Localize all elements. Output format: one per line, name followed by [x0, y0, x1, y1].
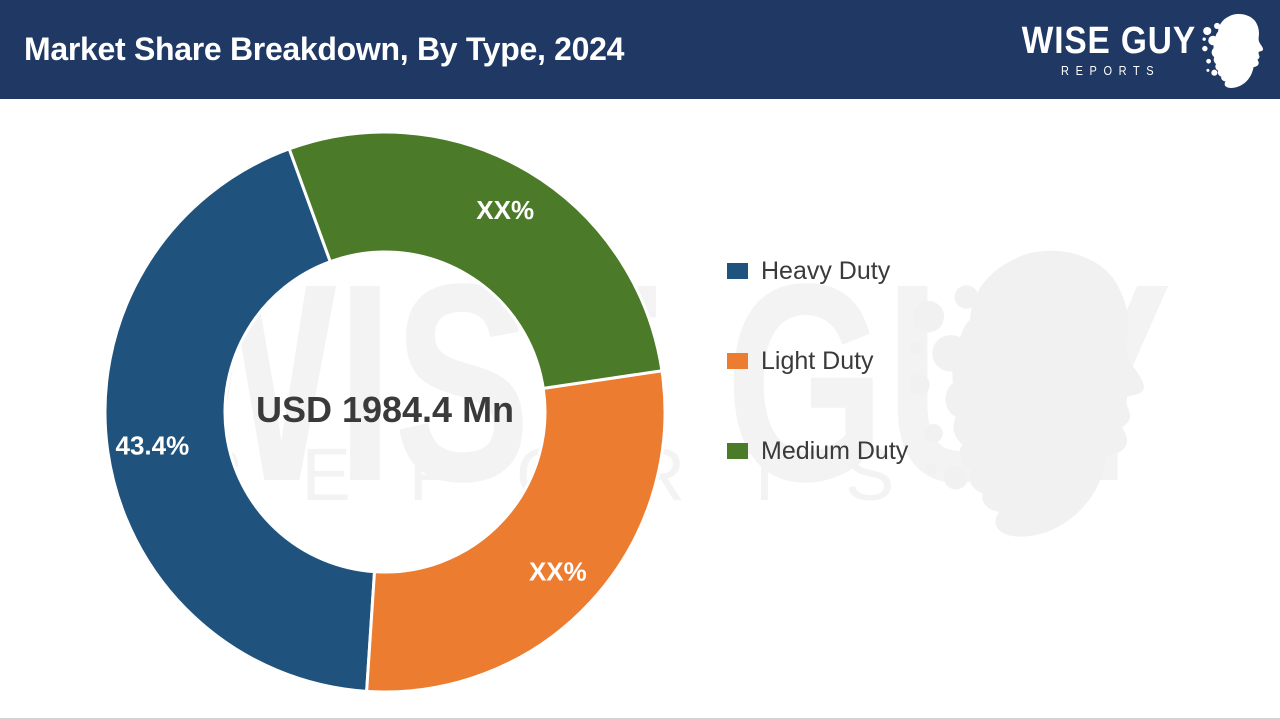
page-title: Market Share Breakdown, By Type, 2024 — [24, 31, 625, 67]
donut-chart: 43.4% XX% XX% — [103, 130, 667, 694]
legend-label-medium-duty: Medium Duty — [761, 436, 909, 465]
brand-logo: WISE GUY REPORTS — [998, 0, 1266, 99]
slice-medium-duty — [287, 130, 664, 390]
legend-item-heavy-duty: Heavy Duty — [727, 257, 908, 285]
brand-name: WISE GUY — [1021, 19, 1196, 62]
chart-center-value: USD 1984.4 Mn — [255, 389, 515, 430]
chart-legend: Heavy Duty Light Duty Medium Duty — [727, 257, 908, 527]
slice-label-medium-duty: XX% — [476, 195, 534, 225]
legend-label-heavy-duty: Heavy Duty — [761, 256, 891, 285]
header-bar: Market Share Breakdown, By Type, 2024 WI… — [0, 0, 1280, 99]
watermark-face-icon — [893, 224, 1155, 556]
slice-label-heavy-duty: 43.4% — [115, 430, 189, 460]
legend-swatch-light-duty — [727, 353, 748, 369]
slice-light-duty — [365, 369, 667, 694]
brand-subtitle: REPORTS — [1061, 63, 1161, 78]
legend-item-light-duty: Light Duty — [727, 347, 908, 375]
legend-swatch-medium-duty — [727, 443, 748, 459]
slice-heavy-duty — [103, 147, 377, 693]
slice-label-light-duty: XX% — [529, 556, 587, 586]
brand-face-icon — [1198, 11, 1266, 89]
legend-swatch-heavy-duty — [727, 263, 748, 279]
legend-label-light-duty: Light Duty — [761, 346, 874, 375]
legend-item-medium-duty: Medium Duty — [727, 437, 908, 465]
bottom-divider — [0, 718, 1280, 720]
